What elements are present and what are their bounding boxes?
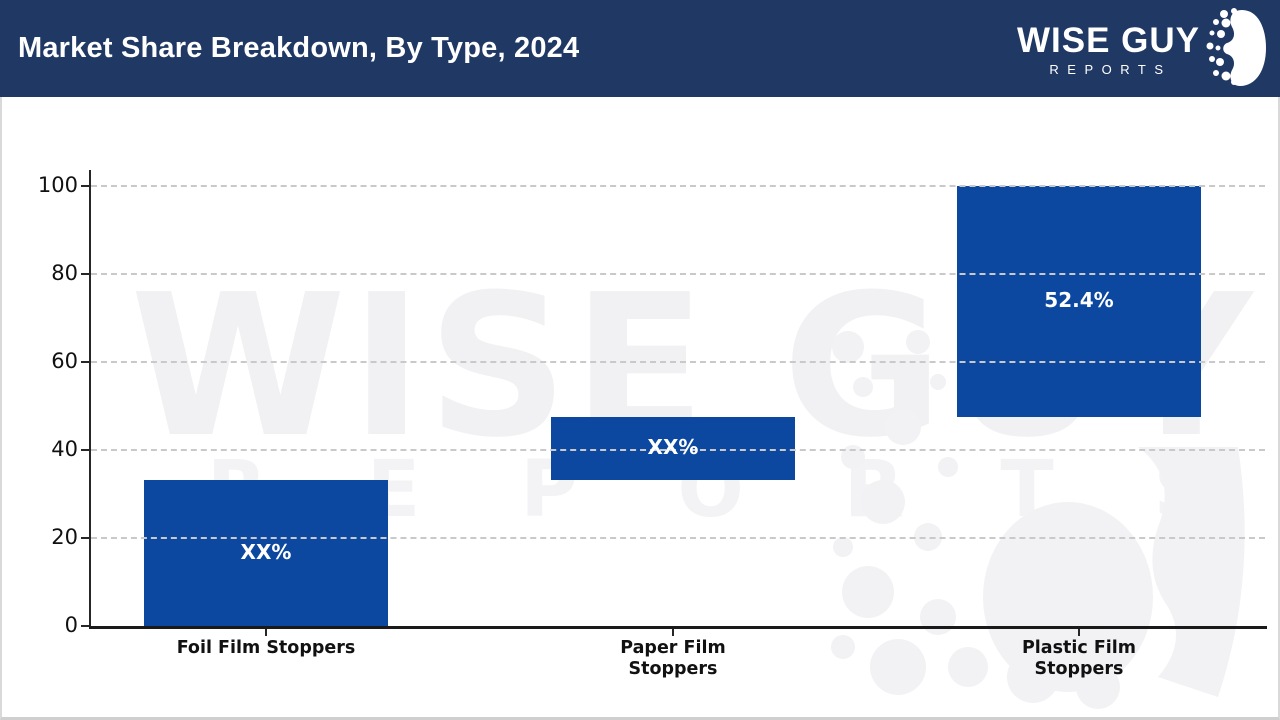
header-bar: Market Share Breakdown, By Type, 2024 WI…	[0, 0, 1280, 97]
x-axis-label-plastic-film-stoppers: Plastic Film Stoppers	[929, 638, 1229, 680]
logo-wordmark: WISE GUY	[1016, 21, 1200, 60]
y-tick-mark-20	[81, 537, 89, 539]
x-tick-mark-0	[265, 629, 267, 636]
bar-foil-film-stoppers	[144, 479, 388, 626]
bar-value-label: 52.4%	[1044, 288, 1114, 313]
bar-value-label: XX%	[647, 435, 699, 460]
x-axis-label-line: Stoppers	[628, 659, 718, 679]
x-axis-line	[89, 626, 1267, 629]
y-tick-label-60: 60	[51, 349, 78, 373]
gridline-20	[91, 537, 1265, 539]
y-tick-label-20: 20	[51, 525, 78, 549]
y-tick-mark-60	[81, 361, 89, 363]
x-axis-label-line: Plastic Film	[1021, 638, 1137, 658]
watermark-head-dots	[831, 330, 1245, 709]
y-tick-mark-40	[81, 449, 89, 451]
bar-plastic-film-stoppers	[957, 186, 1201, 417]
y-tick-label-40: 40	[51, 437, 78, 461]
bar-value-label: XX%	[240, 539, 292, 564]
x-tick-mark-1	[672, 629, 674, 636]
x-axis-label-line: Paper Film	[620, 638, 726, 658]
y-tick-label-0: 0	[64, 613, 78, 637]
logo-head-icon	[1204, 6, 1270, 94]
wise-guy-reports-logo: WISE GUY REPORTS	[1017, 6, 1270, 94]
bar-paper-film-stoppers	[551, 416, 795, 480]
y-axis-line	[89, 170, 91, 629]
y-tick-mark-0	[81, 625, 89, 627]
y-tick-label-80: 80	[51, 261, 78, 285]
x-axis-label-paper-film-stoppers: Paper Film Stoppers	[523, 638, 823, 680]
x-tick-mark-2	[1078, 629, 1080, 636]
y-tick-label-100: 100	[37, 173, 78, 197]
x-axis-label-line: Stoppers	[1034, 659, 1124, 679]
waterfall-plot: 0 20 40 60 80 100 XX% XX% 52.4% Foil Film Stopp…	[2, 97, 1278, 717]
y-tick-mark-80	[81, 273, 89, 275]
gridline-40	[91, 449, 1265, 451]
y-tick-mark-100	[81, 185, 89, 187]
x-axis-label-foil-film-stoppers: Foil Film Stoppers	[116, 638, 416, 659]
gridline-60	[91, 361, 1265, 363]
page-title: Market Share Breakdown, By Type, 2024	[18, 32, 580, 64]
logo-subtitle: REPORTS	[1049, 62, 1172, 77]
gridline-80	[91, 273, 1265, 275]
chart-card: WISE GUY REPORTS 0 20 40 60 80 100 XX% XX% 52.4…	[0, 97, 1280, 720]
gridline-100	[91, 185, 1265, 187]
x-axis-label-line: Foil Film Stoppers	[176, 638, 356, 658]
logo-text: WISE GUY REPORTS	[1016, 21, 1200, 78]
